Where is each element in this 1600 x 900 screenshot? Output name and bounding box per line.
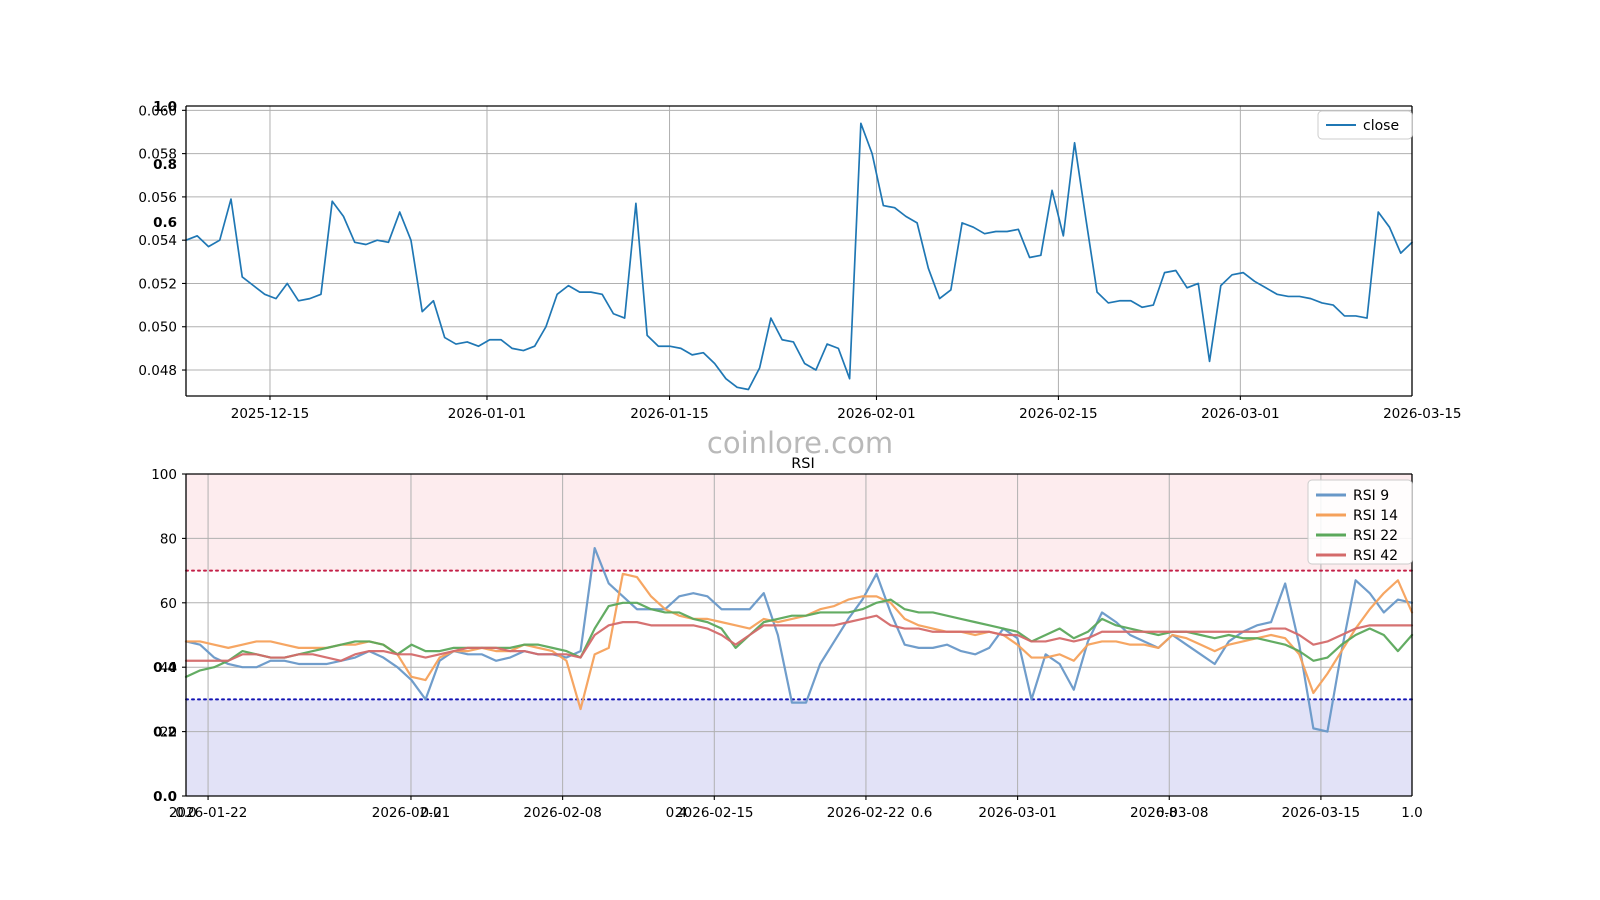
price-y-tick-label-secondary: 0.6 bbox=[153, 215, 177, 231]
rsi-x-tick-label-secondary: 0.2 bbox=[420, 805, 441, 821]
rsi-line-rsi-9 bbox=[184, 546, 1414, 733]
price-x-tick-label: 2025-12-15 bbox=[231, 406, 309, 422]
rsi-x-tick-label-secondary: 0.8 bbox=[1156, 805, 1177, 821]
price-x-tick-label: 2026-03-15 bbox=[1383, 406, 1461, 422]
rsi-x-axis-labels: 2026-01-22 2026-02-01 2026-02-08 2026-02-15… bbox=[169, 796, 1360, 821]
rsi-line-rsi-42 bbox=[184, 614, 1414, 662]
rsi-y-tick-label: 60 bbox=[160, 596, 177, 612]
rsi-y-tick-label: 0 bbox=[168, 789, 177, 805]
rsi-legend[interactable]: RSI 9 RSI 14 RSI 22 RSI 42 bbox=[1307, 479, 1413, 565]
rsi-panel-title: RSI bbox=[791, 456, 815, 472]
price-y-tick-label: 0.054 bbox=[138, 233, 177, 249]
rsi-x-tick-label-secondary: 0.6 bbox=[911, 805, 932, 821]
price-x-tick-label: 2026-02-15 bbox=[1019, 406, 1097, 422]
price-grid bbox=[186, 106, 1412, 396]
price-x-tick-label: 2026-02-01 bbox=[837, 406, 915, 422]
price-y-tick-label: 0.050 bbox=[138, 320, 177, 336]
rsi-legend-label: RSI 22 bbox=[1353, 528, 1398, 544]
rsi-line-rsi-22 bbox=[184, 598, 1414, 678]
rsi-x-tick-label: 2026-02-15 bbox=[675, 805, 753, 821]
rsi-x-tick-label: 2026-02-01 bbox=[372, 805, 450, 821]
rsi-y-tick-label: 20 bbox=[160, 725, 177, 741]
rsi-y-tick-label-secondary: 0.0 bbox=[153, 789, 177, 805]
rsi-x-tick-label-secondary: 1.0 bbox=[1401, 805, 1422, 821]
price-chart-panel: 0.0600.0580.0560.0540.0520.0500.0481.00.… bbox=[138, 99, 1461, 422]
rsi-bands bbox=[186, 474, 1412, 796]
rsi-x-axis-labels-secondary: 0.0 0.2 0.4 0.6 0.8 1.0 bbox=[175, 805, 1422, 821]
rsi-y-tick-label-secondary: 0.2 bbox=[153, 725, 177, 741]
price-line-close bbox=[185, 122, 1413, 391]
price-series-group bbox=[185, 122, 1413, 391]
rsi-legend-box bbox=[1307, 479, 1413, 565]
price-y-tick-label-secondary: 1.0 bbox=[153, 99, 177, 115]
rsi-x-tick-label-secondary: 0.0 bbox=[175, 805, 196, 821]
rsi-y-axis-labels-secondary: 0.4 0.2 0.0 bbox=[153, 660, 177, 805]
rsi-y-tick-label-secondary: 0.4 bbox=[153, 660, 177, 676]
rsi-x-tick-label: 2026-01-22 bbox=[169, 805, 247, 821]
watermark-text: coinlore.com bbox=[707, 426, 893, 460]
rsi-x-tick-label-secondary: 0.4 bbox=[666, 805, 687, 821]
rsi-legend-label: RSI 9 bbox=[1353, 488, 1389, 504]
price-y-tick-label: 0.058 bbox=[138, 147, 177, 163]
rsi-y-axis-labels: 100 80 60 40 20 0 bbox=[151, 467, 186, 805]
price-y-axis-labels-secondary: 1.0 0.8 0.6 bbox=[153, 99, 177, 231]
rsi-x-tick-label: 2026-03-01 bbox=[978, 805, 1056, 821]
price-x-axis-labels: 2025-12-15 2026-01-01 2026-01-15 2026-02-01… bbox=[231, 396, 1462, 422]
rsi-band-undefined bbox=[186, 474, 1412, 571]
rsi-grid bbox=[186, 474, 1412, 796]
rsi-threshold-lines bbox=[185, 569, 1413, 701]
rsi-x-tick-label: 2026-03-15 bbox=[1282, 805, 1360, 821]
price-legend-label: close bbox=[1363, 118, 1399, 134]
rsi-x-tick-label: 2026-02-22 bbox=[827, 805, 905, 821]
price-x-tick-label: 2026-03-01 bbox=[1201, 406, 1279, 422]
rsi-legend-label: RSI 14 bbox=[1353, 508, 1398, 524]
rsi-y-tick-label: 40 bbox=[160, 660, 177, 676]
rsi-series-group bbox=[184, 546, 1414, 733]
price-x-tick-label: 2026-01-15 bbox=[630, 406, 708, 422]
price-y-tick-label: 0.060 bbox=[138, 103, 177, 119]
price-y-tick-label: 0.048 bbox=[138, 363, 177, 379]
price-y-tick-label: 0.056 bbox=[138, 190, 177, 206]
rsi-y-tick-label: 80 bbox=[160, 531, 177, 547]
rsi-legend-label: RSI 42 bbox=[1353, 548, 1398, 564]
price-y-tick-label-secondary: 0.8 bbox=[153, 157, 177, 173]
price-legend-box bbox=[1317, 110, 1413, 140]
price-x-tick-label: 2026-01-01 bbox=[448, 406, 526, 422]
price-y-tick-label: 0.052 bbox=[138, 276, 177, 292]
price-legend[interactable]: close bbox=[1317, 110, 1413, 140]
rsi-x-tick-label: 2026-03-08 bbox=[1130, 805, 1208, 821]
rsi-x-tick-label: 2026-02-08 bbox=[523, 805, 601, 821]
price-y-axis-labels: 0.060 0.058 0.056 0.054 0.052 0.050 0.048 bbox=[138, 103, 186, 379]
rsi-y-tick-label: 100 bbox=[151, 467, 177, 483]
rsi-band-undefined bbox=[186, 699, 1412, 796]
